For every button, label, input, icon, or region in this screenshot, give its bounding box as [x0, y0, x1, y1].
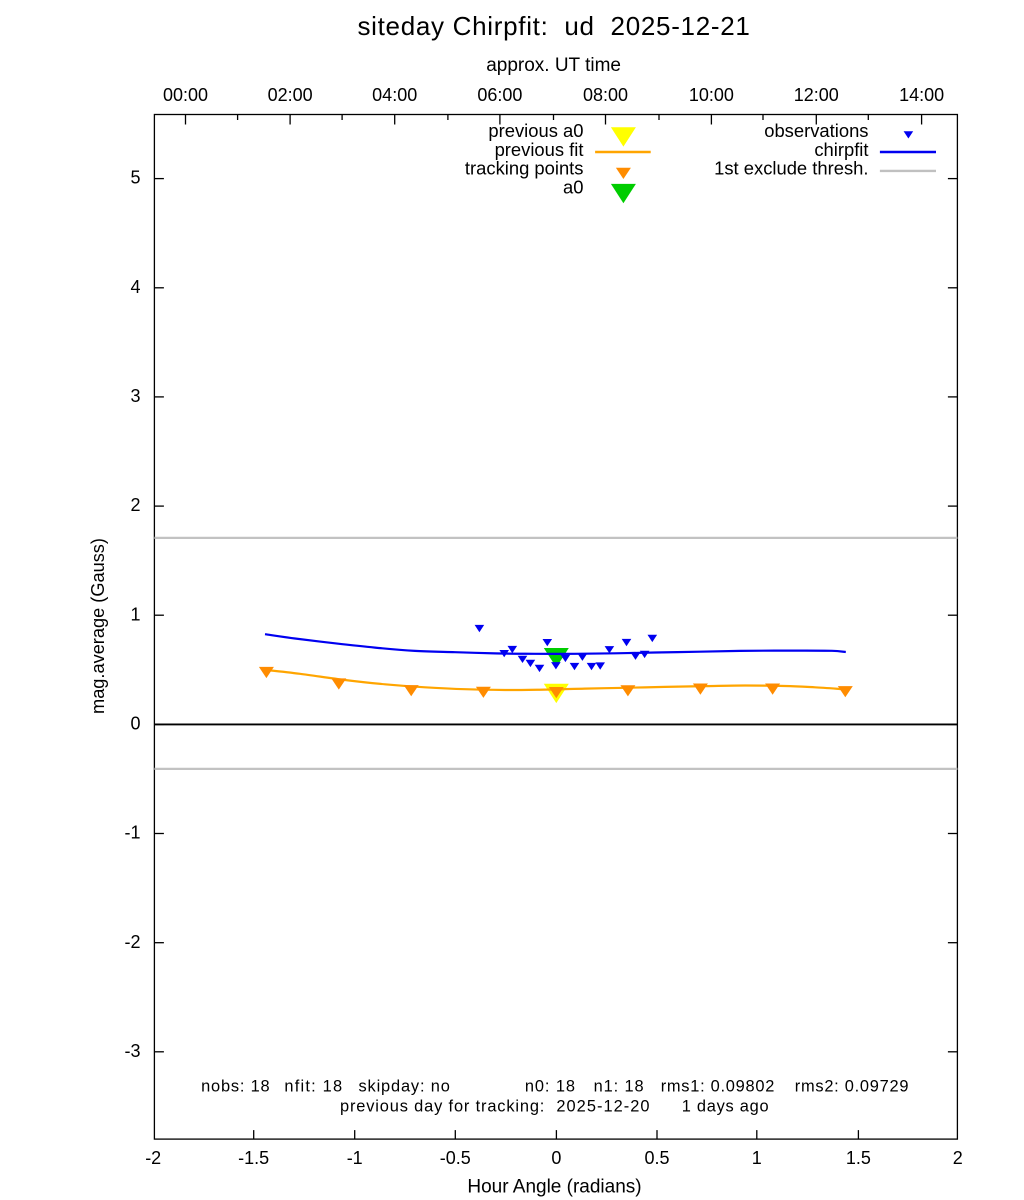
svg-text:1: 1 [130, 604, 140, 624]
svg-text:previous a0: previous a0 [488, 120, 583, 141]
svg-text:-1: -1 [347, 1148, 363, 1168]
svg-text:n0: 18: n0: 18 [525, 1078, 576, 1096]
svg-text:5: 5 [130, 168, 140, 188]
svg-text:2: 2 [953, 1148, 963, 1168]
svg-text:0: 0 [130, 714, 140, 734]
svg-text:Hour Angle (radians): Hour Angle (radians) [467, 1176, 641, 1197]
svg-text:chirpfit: chirpfit [814, 139, 868, 160]
svg-text:rms1: 0.09802: rms1: 0.09802 [661, 1078, 775, 1096]
svg-text:00:00: 00:00 [163, 85, 208, 105]
svg-text:1st exclude thresh.: 1st exclude thresh. [714, 158, 868, 179]
svg-text:tracking points: tracking points [465, 158, 584, 179]
svg-text:-2: -2 [145, 1148, 161, 1168]
svg-text:14:00: 14:00 [899, 85, 944, 105]
svg-text:04:00: 04:00 [372, 85, 417, 105]
svg-text:-1.5: -1.5 [238, 1148, 269, 1168]
svg-text:approx. UT time: approx. UT time [486, 55, 621, 76]
svg-text:2025-12-20: 2025-12-20 [556, 1097, 650, 1115]
svg-text:06:00: 06:00 [477, 85, 522, 105]
svg-text:08:00: 08:00 [583, 85, 628, 105]
svg-text:-0.5: -0.5 [440, 1148, 471, 1168]
svg-text:mag.average (Gauss): mag.average (Gauss) [88, 538, 108, 714]
svg-text:3: 3 [130, 386, 140, 406]
svg-text:-3: -3 [124, 1041, 140, 1061]
svg-text:-2: -2 [124, 932, 140, 952]
svg-text:02:00: 02:00 [268, 85, 313, 105]
svg-text:1 days ago: 1 days ago [682, 1097, 770, 1115]
svg-text:skipday: no: skipday: no [359, 1078, 451, 1096]
svg-text:a0: a0 [563, 177, 583, 198]
svg-text:siteday Chirpfit: ud 2025-12: siteday Chirpfit: ud 2025-12-21 [357, 11, 750, 41]
svg-text:rms2: 0.09729: rms2: 0.09729 [795, 1078, 909, 1096]
svg-text:2: 2 [130, 495, 140, 515]
svg-text:previous fit: previous fit [495, 139, 584, 160]
svg-text:4: 4 [130, 277, 140, 297]
svg-text:1: 1 [752, 1148, 762, 1168]
svg-text:12:00: 12:00 [794, 85, 839, 105]
svg-text:nobs: 18: nobs: 18 [201, 1078, 270, 1096]
svg-text:previous day for tracking:: previous day for tracking: [340, 1097, 545, 1115]
svg-text:10:00: 10:00 [689, 85, 734, 105]
svg-text:nfit: 18: nfit: 18 [284, 1078, 343, 1096]
svg-text:n1: 18: n1: 18 [594, 1078, 645, 1096]
svg-text:0.5: 0.5 [644, 1148, 669, 1168]
svg-text:observations: observations [764, 120, 868, 141]
svg-text:1.5: 1.5 [846, 1148, 871, 1168]
svg-text:-1: -1 [124, 823, 140, 843]
svg-text:0: 0 [551, 1148, 561, 1168]
